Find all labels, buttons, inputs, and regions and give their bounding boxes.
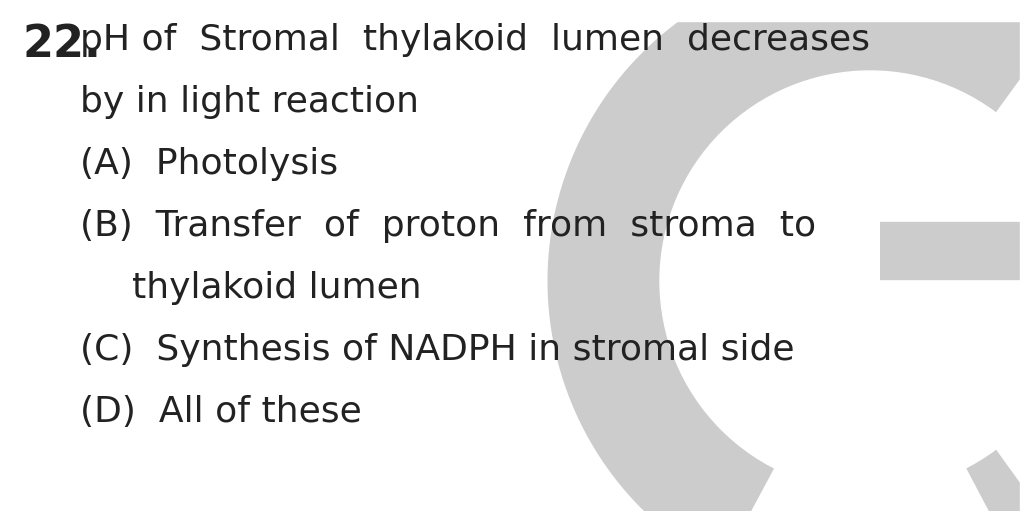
Text: (D)  All of these: (D) All of these [80,395,361,429]
Text: (A)  Photolysis: (A) Photolysis [80,147,338,181]
Circle shape [660,71,1024,491]
Bar [0,0,1024,21]
Text: pH of  Stromal  thylakoid  lumen  decreases: pH of Stromal thylakoid lumen decreases [80,23,870,57]
Text: by in light reaction: by in light reaction [80,85,419,119]
Text: (B)  Transfer  of  proton  from  stroma  to: (B) Transfer of proton from stroma to [80,209,816,243]
Bar [1020,0,1024,511]
Text: (C)  Synthesis of NADPH in stromal side: (C) Synthesis of NADPH in stromal side [80,333,795,367]
Text: thylakoid lumen: thylakoid lumen [132,271,422,305]
Text: 22.: 22. [22,23,101,66]
